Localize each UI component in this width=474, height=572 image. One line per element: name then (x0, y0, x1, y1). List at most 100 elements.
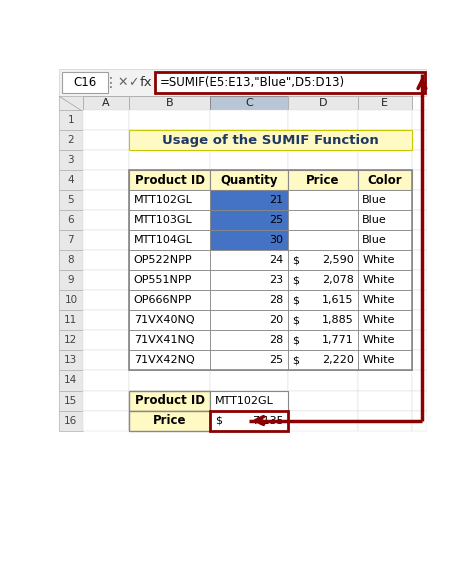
Bar (288, 96, 357, 110)
Bar (129, 351, 210, 371)
Bar (129, 311, 210, 331)
Bar (210, 331, 288, 351)
Bar (155, 73, 425, 93)
Text: 28: 28 (269, 295, 283, 305)
Bar (357, 351, 412, 371)
Text: 16: 16 (64, 415, 78, 426)
Text: $: $ (292, 355, 300, 366)
Text: C: C (245, 98, 253, 108)
Text: 20: 20 (269, 315, 283, 325)
Bar (129, 371, 210, 391)
Bar (412, 331, 427, 351)
Text: 23: 23 (269, 275, 283, 285)
Bar (129, 391, 210, 411)
Text: $: $ (292, 255, 300, 265)
Bar (210, 311, 288, 331)
Text: Blue: Blue (362, 235, 387, 245)
Text: MTT103GL: MTT103GL (134, 215, 192, 225)
Bar (82, 411, 129, 431)
Text: 13: 13 (64, 355, 78, 366)
Bar (129, 190, 210, 210)
Bar (129, 110, 210, 130)
Text: 7: 7 (68, 235, 74, 245)
Bar (59, 311, 82, 331)
Bar (59, 271, 82, 291)
Bar (288, 190, 357, 210)
Text: White: White (362, 355, 395, 366)
Text: Product ID: Product ID (135, 394, 205, 407)
Text: Color: Color (367, 174, 402, 187)
Bar (129, 150, 210, 170)
Text: ⋮: ⋮ (104, 76, 118, 89)
Bar (288, 150, 357, 170)
Text: White: White (362, 295, 395, 305)
Bar (412, 371, 427, 391)
Bar (82, 291, 129, 311)
Bar (59, 291, 82, 311)
Text: Blue: Blue (362, 215, 387, 225)
Bar (82, 331, 129, 351)
Bar (129, 271, 210, 291)
Bar (82, 231, 129, 251)
Bar (288, 210, 357, 231)
Bar (59, 96, 82, 110)
Text: $: $ (292, 315, 300, 325)
Bar (82, 371, 129, 391)
Bar (412, 130, 427, 150)
Bar (62, 73, 108, 93)
Bar (288, 311, 357, 331)
Text: $: $ (292, 215, 300, 225)
Bar (129, 411, 210, 431)
Bar (210, 331, 288, 351)
Bar (82, 351, 129, 371)
Bar (288, 351, 357, 371)
Bar (288, 331, 357, 351)
Bar (129, 130, 210, 150)
Bar (412, 210, 427, 231)
Text: 3: 3 (68, 155, 74, 165)
Bar (129, 351, 210, 371)
Text: OP551NPP: OP551NPP (134, 275, 192, 285)
Bar (210, 170, 288, 190)
Text: fx: fx (140, 76, 152, 89)
Text: 2,850: 2,850 (322, 235, 354, 245)
Bar (129, 231, 210, 251)
Bar (412, 411, 427, 431)
Bar (210, 210, 288, 231)
Bar (129, 130, 412, 150)
Bar (288, 251, 357, 271)
Bar (129, 96, 210, 110)
Bar (412, 170, 427, 190)
Bar (210, 110, 288, 130)
Bar (59, 251, 82, 271)
Text: 2,590: 2,590 (322, 255, 354, 265)
Bar (357, 110, 412, 130)
Text: 2: 2 (68, 135, 74, 145)
Text: Product ID: Product ID (135, 174, 205, 187)
Bar (59, 411, 82, 431)
Bar (82, 271, 129, 291)
Text: 1,771: 1,771 (322, 335, 354, 345)
Text: 30: 30 (269, 235, 283, 245)
Bar (82, 170, 129, 190)
Bar (357, 371, 412, 391)
Bar (288, 311, 357, 331)
Bar (357, 231, 412, 251)
Bar (357, 271, 412, 291)
Bar (129, 291, 210, 311)
Bar (129, 291, 210, 311)
Bar (288, 271, 357, 291)
Bar (210, 170, 288, 190)
Text: ✓: ✓ (128, 76, 139, 89)
Text: C16: C16 (73, 76, 96, 89)
Bar (288, 271, 357, 291)
Bar (129, 331, 210, 351)
Bar (357, 190, 412, 210)
Text: MTT102GL: MTT102GL (215, 395, 274, 406)
Bar (129, 331, 210, 351)
Bar (412, 251, 427, 271)
Bar (59, 170, 82, 190)
Text: 25: 25 (269, 355, 283, 366)
Bar (288, 190, 357, 210)
Bar (412, 391, 427, 411)
